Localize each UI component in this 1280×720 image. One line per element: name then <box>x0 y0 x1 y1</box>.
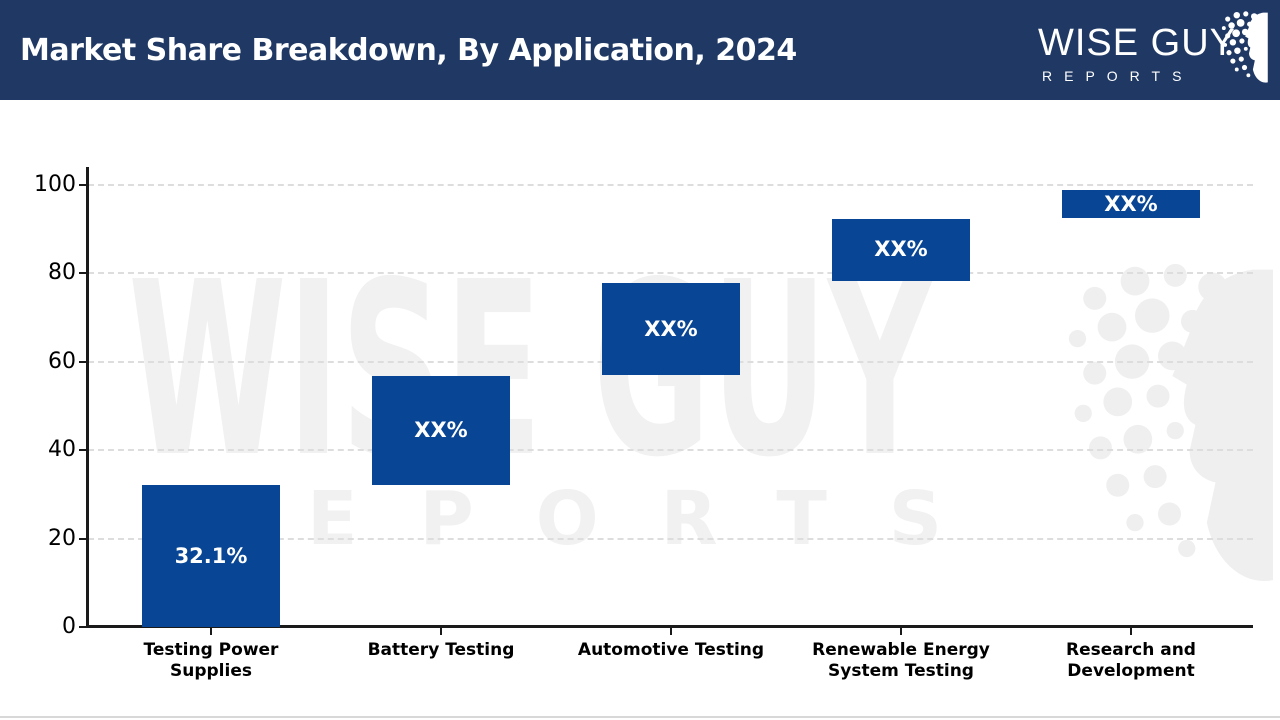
gridline <box>88 272 1253 275</box>
category-label: Renewable Energy System Testing <box>812 640 990 682</box>
gridline <box>88 184 1253 186</box>
gridline <box>88 360 1253 363</box>
x-axis-tick <box>440 628 442 635</box>
watermark-subtitle: REPORTS <box>188 476 1005 562</box>
header-bar: Market Share Breakdown, By Application, … <box>0 0 1280 100</box>
bar-value-label: 32.1% <box>174 543 248 568</box>
y-tick-label: 80 <box>48 260 76 286</box>
logo-subtitle: REPORTS <box>1042 68 1194 84</box>
dotted-head-icon <box>1221 11 1268 83</box>
category-label: Testing Power Supplies <box>143 640 279 682</box>
gridline <box>88 449 1253 452</box>
logo-wordmark: WISE GUY <box>1038 22 1237 64</box>
bar-segment: XX% <box>1062 189 1200 219</box>
bar-segment: 32.1% <box>142 485 280 627</box>
bar-value-label: XX% <box>874 237 928 262</box>
bar-value-label: XX% <box>644 316 698 341</box>
wise-guy-logo: WISE GUY REPORTS <box>1038 8 1272 94</box>
x-axis-tick <box>900 628 902 635</box>
bar-segment: XX% <box>832 218 970 281</box>
y-tick-label: 40 <box>48 437 76 463</box>
page-title: Market Share Breakdown, By Application, … <box>20 32 797 68</box>
bar-value-label: XX% <box>1104 191 1158 216</box>
y-tick-label: 100 <box>34 172 76 197</box>
y-tick-label: 0 <box>62 614 76 639</box>
x-axis-tick <box>670 628 672 635</box>
bar-segment: XX% <box>602 282 740 376</box>
bar-segment: XX% <box>372 375 510 486</box>
bar-value-label: XX% <box>414 417 468 442</box>
category-label: Research and Development <box>1066 640 1196 682</box>
y-tick-label: 60 <box>48 348 76 374</box>
x-axis-tick <box>210 628 212 635</box>
x-axis-line <box>86 625 1253 628</box>
y-tick-label: 20 <box>48 525 76 551</box>
watermark-dotted-head-icon <box>1068 263 1273 581</box>
gridline <box>88 537 1253 540</box>
category-label: Automotive Testing <box>577 640 765 660</box>
watermark-wordmark: WISE GUY <box>128 230 933 510</box>
x-axis-tick <box>1130 628 1132 635</box>
bottom-divider <box>0 716 1280 718</box>
category-label: Battery Testing <box>367 640 515 660</box>
y-axis-line <box>86 167 89 628</box>
